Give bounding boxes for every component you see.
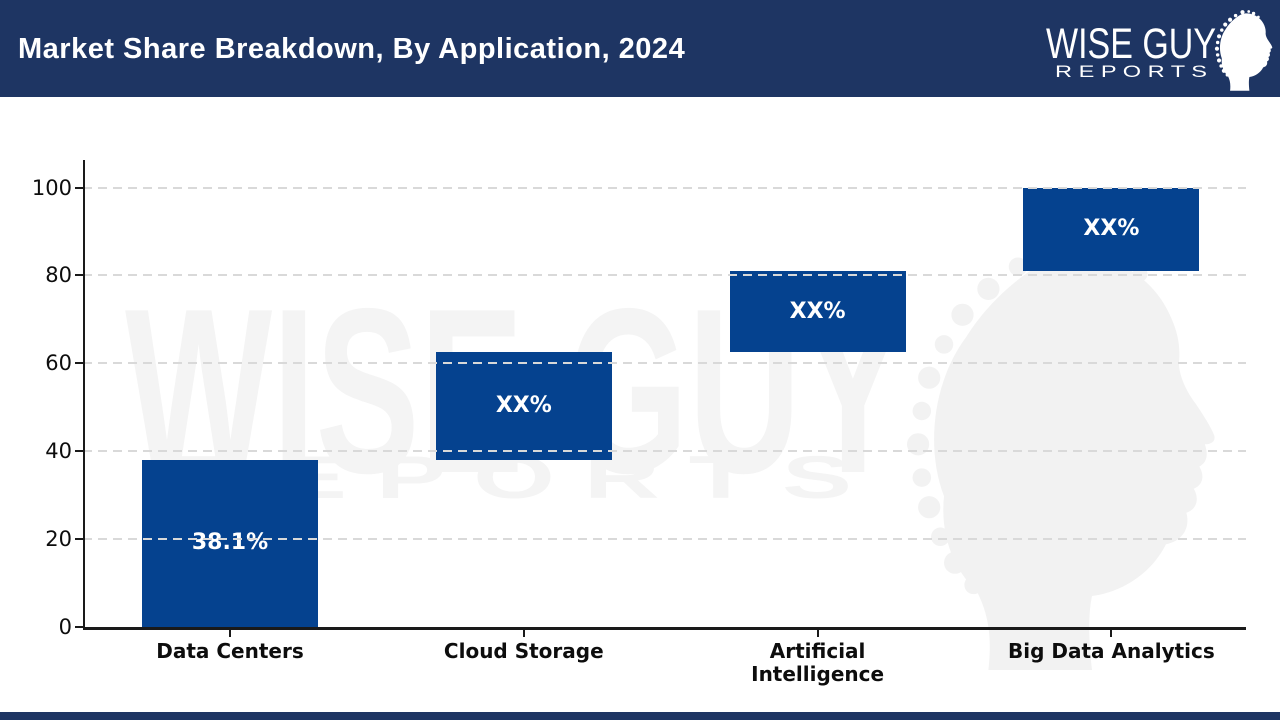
y-tick-label: 100 <box>31 175 72 200</box>
gridline <box>83 186 1246 189</box>
y-tick-label: 0 <box>58 615 72 639</box>
y-tick-label: 20 <box>45 527 72 552</box>
y-axis-line <box>83 160 85 630</box>
header-banner <box>0 0 1280 97</box>
bar-value-label: XX% <box>495 392 552 418</box>
x-axis-label: Cloud Storage <box>443 639 604 663</box>
y-tick-label: 80 <box>45 263 72 288</box>
y-tick <box>75 186 83 189</box>
x-axis-label: Artificial Intelligence <box>751 639 885 686</box>
gridline <box>83 274 1246 277</box>
footer-bar <box>0 712 1280 720</box>
bar-value-label: XX% <box>1083 216 1140 242</box>
y-tick <box>75 274 83 277</box>
x-axis-label: Data Centers <box>156 639 304 663</box>
bar <box>435 352 612 460</box>
bar-value-label: 38.1% <box>191 530 269 556</box>
x-axis-line <box>83 627 1246 630</box>
gridline <box>83 450 1246 453</box>
chart-title: Market Share Breakdown, By Application, … <box>18 33 686 65</box>
y-tick <box>75 362 83 365</box>
y-tick-label: 40 <box>45 439 72 464</box>
x-tick <box>1110 629 1113 637</box>
x-tick <box>522 629 525 637</box>
x-tick <box>816 629 819 637</box>
y-tick <box>75 626 83 628</box>
y-tick <box>75 538 83 541</box>
y-tick <box>75 450 83 453</box>
x-axis-label: Big Data Analytics <box>1008 639 1215 663</box>
bar <box>142 459 318 627</box>
gridline <box>83 538 1246 541</box>
x-tick <box>229 629 231 637</box>
bar <box>729 271 906 353</box>
bar <box>1023 187 1200 271</box>
bar-value-label: XX% <box>789 298 846 324</box>
y-tick-label: 60 <box>45 351 72 376</box>
gridline <box>83 362 1246 365</box>
